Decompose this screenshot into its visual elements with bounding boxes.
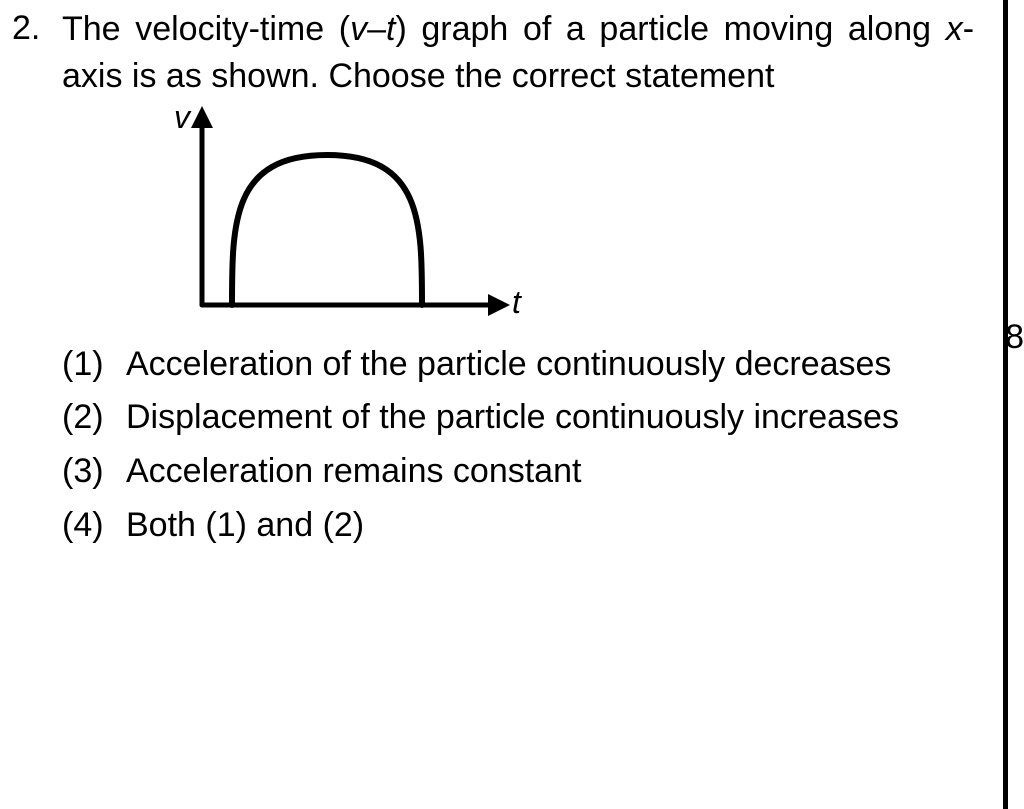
option-text: Acceleration of the particle continuousl… — [126, 341, 974, 389]
stem-dash: – — [367, 10, 386, 48]
option-label: (1) — [62, 341, 126, 389]
question-block: 2. The velocity-time (v–t) graph of a pa… — [12, 6, 1004, 549]
question-number: 2. — [12, 6, 62, 52]
option-1[interactable]: (1) Acceleration of the particle continu… — [62, 341, 974, 389]
options-list: (1) Acceleration of the particle continu… — [62, 341, 974, 549]
option-label: (4) — [62, 502, 126, 550]
option-text: Both (1) and (2) — [126, 502, 974, 550]
stem-part: along — [848, 10, 946, 48]
side-mark: 8 — [1005, 318, 1024, 357]
option-text: Displacement of the particle continuousl… — [126, 394, 974, 442]
option-4[interactable]: (4) Both (1) and (2) — [62, 502, 974, 550]
option-text: Acceleration remains constant — [126, 448, 974, 496]
svg-text:t: t — [512, 284, 522, 320]
stem-part: ) graph of a particle moving — [395, 10, 833, 48]
question-stem: The velocity-time (v–t) graph of a parti… — [62, 6, 974, 100]
vt-graph: vt — [142, 100, 522, 335]
question-body: The velocity-time (v–t) graph of a parti… — [62, 6, 1004, 549]
option-label: (2) — [62, 394, 126, 442]
var-v: v — [350, 10, 367, 48]
option-3[interactable]: (3) Acceleration remains constant — [62, 448, 974, 496]
stem-part: The velocity-time ( — [62, 10, 350, 48]
graph-container: vt — [62, 100, 1024, 335]
svg-text:v: v — [174, 100, 192, 135]
page-right-border — [1003, 0, 1008, 809]
option-label: (3) — [62, 448, 126, 496]
var-x: x — [946, 10, 963, 48]
option-2[interactable]: (2) Displacement of the particle continu… — [62, 394, 974, 442]
